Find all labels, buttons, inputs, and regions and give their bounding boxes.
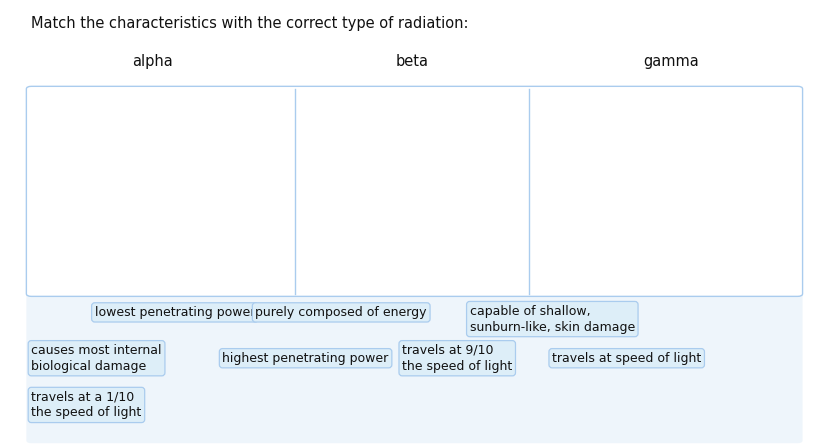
Text: lowest penetrating power: lowest penetrating power [95, 306, 255, 319]
Text: capable of shallow,
sunburn-like, skin damage: capable of shallow, sunburn-like, skin d… [470, 304, 635, 334]
Text: alpha: alpha [132, 54, 173, 69]
Text: travels at 9/10
the speed of light: travels at 9/10 the speed of light [402, 344, 513, 373]
Text: gamma: gamma [644, 54, 700, 69]
Text: beta: beta [396, 54, 428, 69]
Text: travels at speed of light: travels at speed of light [552, 352, 701, 365]
Text: travels at a 1/10
the speed of light: travels at a 1/10 the speed of light [31, 390, 142, 420]
Text: highest penetrating power: highest penetrating power [222, 352, 389, 365]
Text: causes most internal
biological damage: causes most internal biological damage [31, 344, 162, 373]
FancyBboxPatch shape [26, 293, 803, 443]
Text: purely composed of energy: purely composed of energy [255, 306, 427, 319]
FancyBboxPatch shape [26, 86, 803, 296]
Text: Match the characteristics with the correct type of radiation:: Match the characteristics with the corre… [31, 16, 469, 31]
